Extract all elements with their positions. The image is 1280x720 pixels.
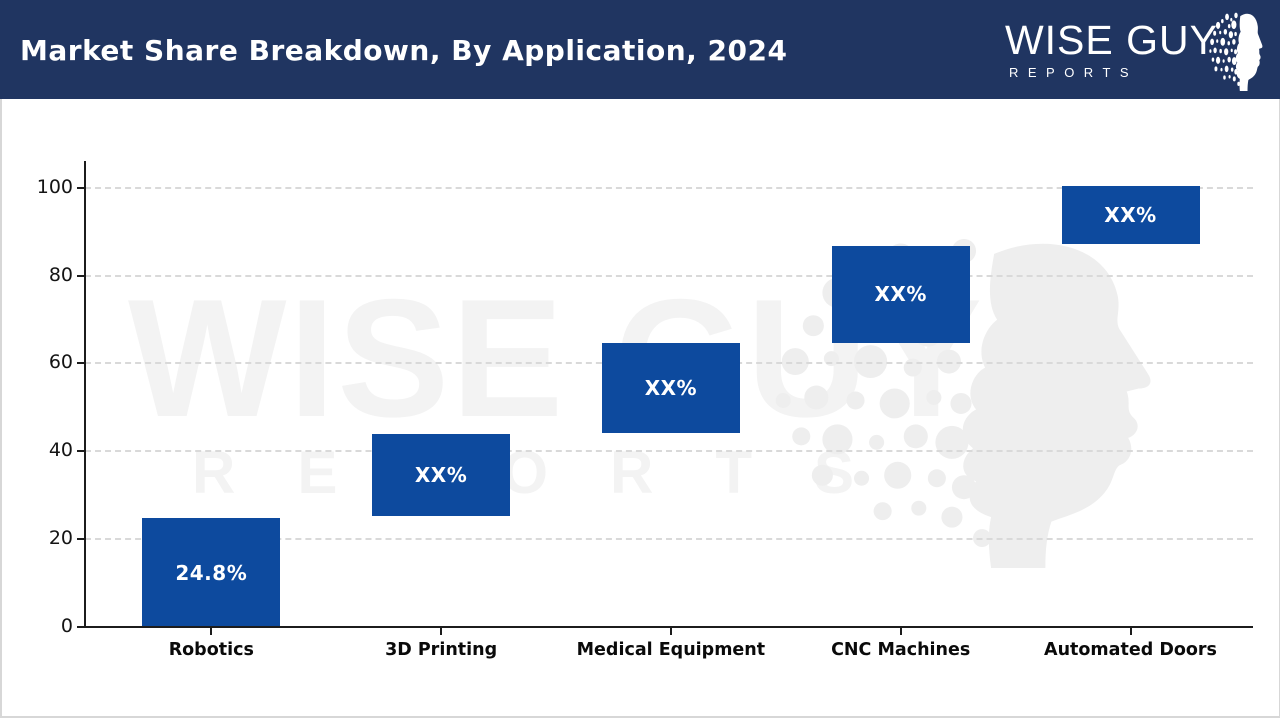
wiseguy-logo: WISE GUY REPORTS — [1005, 6, 1268, 94]
x-tick-label-3d-printing: 3D Printing — [385, 640, 498, 660]
header-band: Market Share Breakdown, By Application, … — [0, 0, 1280, 99]
y-tick-label-20: 20 — [48, 527, 73, 550]
y-tick-mark-80 — [77, 274, 85, 277]
gridline-y80 — [85, 274, 1253, 277]
card-border-bottom — [0, 716, 1280, 718]
gridline-y40 — [85, 450, 1253, 453]
y-tick-mark-60 — [77, 362, 85, 365]
x-tick-label-automated-doors: Automated Doors — [1044, 640, 1217, 660]
logo-tagline: REPORTS — [1008, 65, 1139, 80]
bar-automated-doors: XX% — [1061, 185, 1200, 245]
bar-value-label-3d-printing: XX% — [414, 462, 468, 487]
x-tick-label-medical-equipment: Medical Equipment — [576, 640, 766, 660]
y-tick-mark-100 — [77, 186, 85, 189]
x-tick-label-cnc-machines: CNC Machines — [831, 640, 971, 660]
bar-value-label-robotics: 24.8% — [175, 560, 248, 585]
y-tick-label-0: 0 — [60, 615, 73, 637]
page-title: Market Share Breakdown, By Application, … — [20, 34, 788, 67]
y-tick-mark-20 — [77, 538, 85, 541]
x-tick-mark-3d-printing — [440, 628, 443, 635]
bar-value-label-medical-equipment: XX% — [644, 375, 698, 400]
y-tick-mark-40 — [77, 450, 85, 453]
watermark-tagline: REPORTS — [192, 439, 917, 506]
x-tick-label-robotics: Robotics — [168, 640, 254, 660]
y-tick-label-80: 80 — [48, 263, 73, 286]
x-tick-mark-robotics — [210, 628, 213, 635]
bar-value-label-automated-doors: XX% — [1104, 203, 1157, 228]
x-tick-mark-automated-doors — [1129, 628, 1132, 635]
x-tick-mark-medical-equipment — [669, 628, 672, 635]
gridline-y100 — [85, 186, 1253, 189]
y-tick-label-60: 60 — [48, 351, 73, 374]
wiseguy-logo-text: WISE GUY REPORTS — [1004, 17, 1218, 81]
x-tick-mark-cnc-machines — [899, 628, 902, 635]
gridline-y20 — [85, 538, 1253, 541]
bar-cnc-machines: XX% — [831, 245, 970, 343]
x-axis-line — [83, 625, 1253, 628]
bar-3d-printing: XX% — [372, 433, 511, 517]
y-tick-label-100: 100 — [36, 175, 73, 198]
y-tick-label-40: 40 — [48, 439, 73, 462]
card-border-left — [0, 99, 2, 717]
bar-medical-equipment: XX% — [601, 342, 740, 433]
card-border-right — [1278, 99, 1280, 717]
bar-robotics: 24.8% — [142, 518, 281, 627]
logo-name: WISE GUY — [1004, 17, 1218, 63]
y-axis-line — [83, 161, 86, 629]
wiseguy-head-icon — [1209, 12, 1263, 91]
y-tick-mark-0 — [77, 626, 85, 628]
bar-value-label-cnc-machines: XX% — [874, 282, 927, 307]
